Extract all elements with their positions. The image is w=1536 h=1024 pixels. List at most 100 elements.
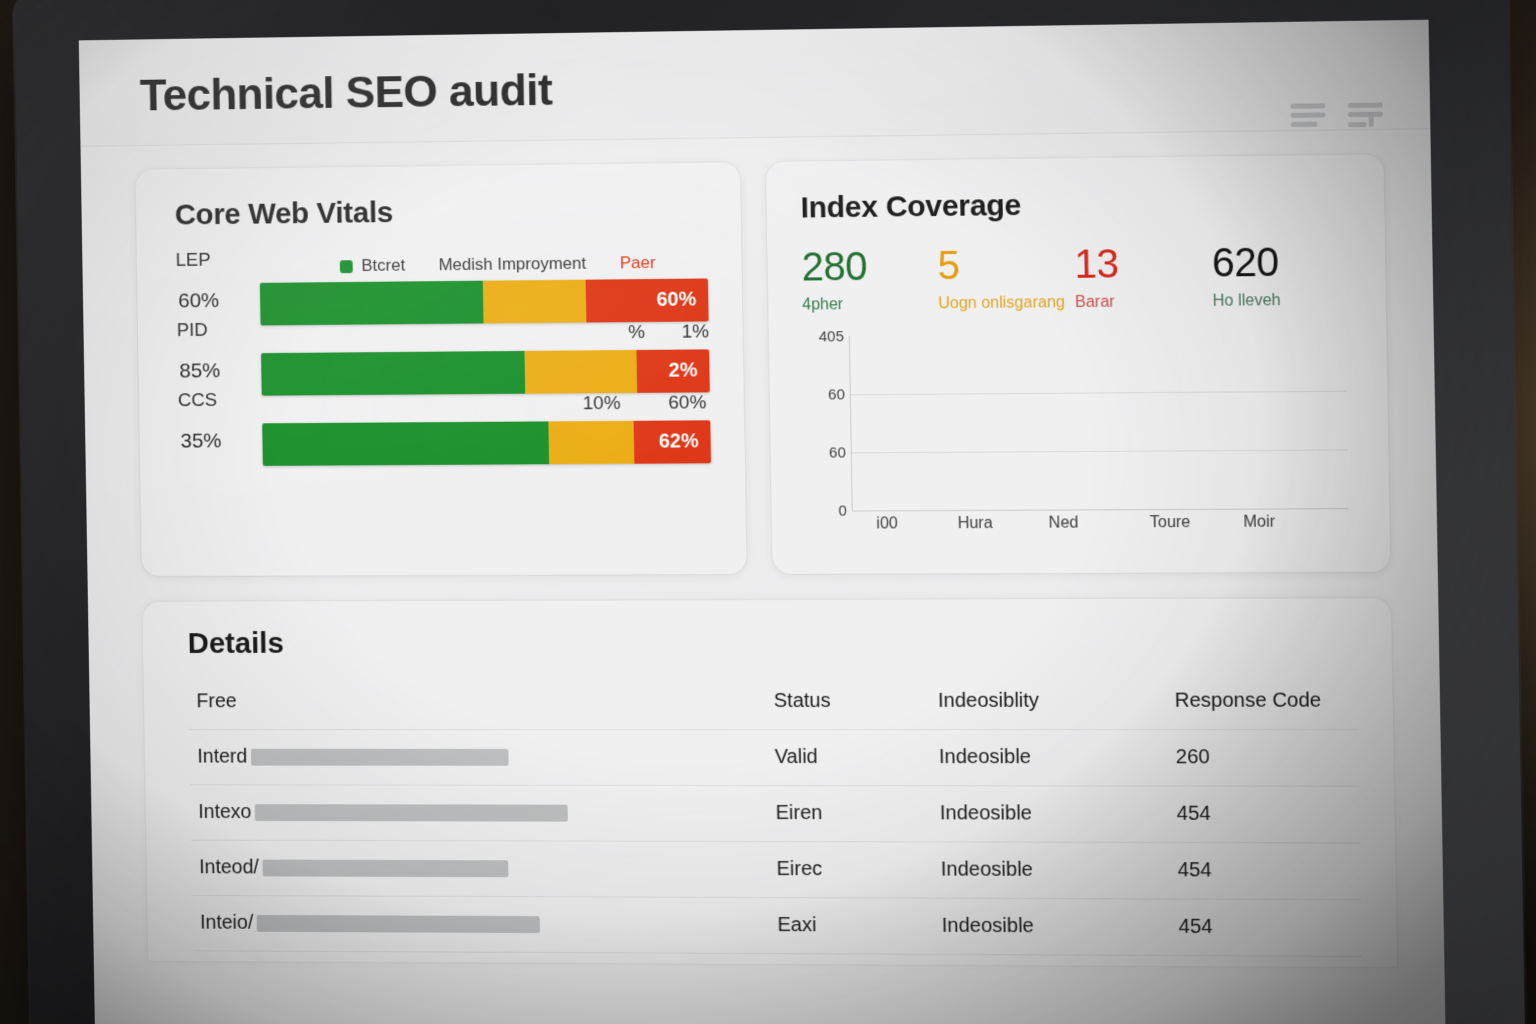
legend-label: Medish Improyment	[438, 253, 587, 275]
index-stat-value: 620	[1211, 240, 1279, 286]
index-stat[interactable]: 13 Barar	[1074, 242, 1213, 312]
cell-url: Inteio/	[191, 895, 770, 954]
cwv-bar-segment: 2%	[636, 349, 710, 393]
cwv-bar-segment	[262, 421, 549, 466]
cwv-bar-segment	[524, 349, 638, 394]
core-web-vitals-title: Core Web Vitals	[174, 196, 394, 232]
status-badge: Valid	[766, 729, 932, 786]
cell-url: Inteod/	[190, 840, 770, 898]
status-badge: Eiren	[767, 785, 933, 842]
column-header-status[interactable]: Status	[765, 673, 931, 730]
chart-x-tick-label: Hura	[957, 514, 993, 533]
table-header-row: Free Status Indeosiblity Response Code	[188, 673, 1359, 730]
cwv-legend: Btcret Medish Improyment Paer	[176, 253, 708, 278]
chart-x-tick-label: Ned	[1048, 514, 1079, 532]
column-header-url[interactable]: Free	[188, 673, 767, 730]
cell-url-text: Inteod/	[199, 856, 260, 879]
cwv-metric-name: PID	[176, 319, 208, 341]
cwv-stacked-bar[interactable]: 2%	[261, 349, 710, 396]
core-web-vitals-card: Core Web Vitals Btcret Medish Improyment P…	[135, 162, 747, 577]
cwv-bar-segment	[547, 420, 635, 465]
laptop-device: Technical SEO audit	[14, 0, 1526, 1024]
laptop-screen: Technical SEO audit	[78, 19, 1446, 1024]
legend-item-0: Btcret	[339, 255, 406, 276]
index-coverage-title: Index Coverage	[800, 188, 1022, 225]
status-badge: Eirec	[768, 841, 934, 899]
index-stat[interactable]: 5 Uogn onlisgarang	[937, 244, 1075, 314]
details-table-body: Interd Valid Indeosible 260 Intexo Eiren Indeo…	[189, 729, 1363, 957]
cwv-metric-name: CCS	[177, 390, 218, 412]
cwv-segment-label: 60%	[668, 392, 707, 414]
cwv-metric-name: LEP	[175, 249, 211, 271]
index-stat[interactable]: 280 4pher	[801, 244, 938, 314]
table-row[interactable]: Interd Valid Indeosible 260	[189, 729, 1360, 787]
cell-indexability: Indeosible	[931, 785, 1170, 843]
cell-url-text: Inteio/	[199, 911, 254, 934]
redaction-bar	[251, 749, 509, 767]
cwv-metric-row: CCS 35% 10% 60% 62%	[178, 390, 711, 466]
index-stat-label: Ho lleveh	[1212, 292, 1281, 310]
list-view-icon[interactable]	[1290, 102, 1326, 129]
redaction-bar	[257, 915, 541, 934]
legend-label: Btcret	[361, 255, 406, 275]
cwv-segment-label: %	[627, 321, 646, 344]
index-stat-label: 4pher	[802, 296, 844, 314]
cell-response-code: 454	[1168, 785, 1361, 843]
chart-y-tick-label: 405	[818, 327, 844, 345]
index-stat-value: 280	[801, 244, 868, 290]
chart-columns	[850, 332, 1349, 511]
cell-indexability: Indeosible	[933, 898, 1171, 956]
panel-layout-icon[interactable]	[1347, 102, 1383, 129]
cwv-segment-label: 1%	[681, 321, 710, 343]
legend-item-1: Medish Improyment	[438, 254, 586, 275]
redaction-bar	[255, 804, 569, 822]
index-stat-label: Uogn onlisgarang	[938, 294, 1065, 313]
cwv-segment-label: 10%	[582, 393, 621, 415]
app-content: Core Web Vitals Btcret Medish Improyment P…	[81, 129, 1445, 968]
cwv-bar-segment-label: 2%	[668, 359, 698, 382]
cell-url-text: Intexo	[198, 801, 252, 823]
index-coverage-chart: 405 60 60 0 i00 Hura Ned Toure Moir	[803, 326, 1356, 546]
cwv-bar-segment	[259, 280, 484, 326]
index-stat[interactable]: 620 Ho lleveh	[1211, 240, 1352, 311]
redaction-bar	[262, 859, 509, 878]
cwv-bar-segment: 60%	[586, 278, 709, 323]
seo-audit-app: Technical SEO audit	[78, 19, 1446, 1024]
chart-x-tick-label: Toure	[1149, 513, 1191, 532]
topbar-actions	[1290, 102, 1383, 130]
cell-url: Intexo	[190, 784, 769, 842]
cwv-metric-value: 85%	[179, 359, 221, 383]
chart-x-tick-label: Moir	[1243, 513, 1276, 531]
chart-y-tick-label: 60	[827, 385, 845, 403]
cwv-stacked-bar[interactable]: 60%	[259, 278, 709, 326]
top-cards-row: Core Web Vitals Btcret Medish Improyment P…	[135, 154, 1391, 577]
cwv-metric-value: 60%	[178, 289, 220, 313]
table-row[interactable]: Inteod/Eirec Indeosible 454	[190, 840, 1362, 900]
legend-label: Paer	[619, 253, 656, 273]
cwv-stacked-bar[interactable]: 62%	[262, 420, 711, 466]
cwv-bars: LEP 60% 60% PID 85%% 1% 2% CCS 35% 10% 60% 62%	[175, 250, 711, 466]
chart-y-tick-label: 60	[828, 443, 846, 462]
cell-url-text: Interd	[197, 745, 248, 768]
cwv-bar-segment: 62%	[633, 420, 711, 464]
table-row[interactable]: Inteio/Eaxi Indeosible 454	[191, 895, 1363, 957]
cell-url: Interd	[189, 729, 768, 786]
chart-x-axis-labels: i00 Hura Ned Toure Moir	[852, 513, 1349, 543]
column-header-indexability[interactable]: Indeosiblity	[929, 673, 1168, 730]
index-stat-label: Barar	[1074, 293, 1115, 312]
details-title: Details	[187, 627, 285, 660]
column-header-response-code[interactable]: Response Code	[1166, 673, 1359, 730]
legend-swatch-icon	[339, 259, 353, 273]
cell-indexability: Indeosible	[930, 729, 1169, 786]
details-table-head: Free Status Indeosiblity Response Code	[188, 673, 1359, 730]
index-stat-value: 13	[1074, 242, 1119, 287]
cwv-metric-row: LEP 60% 60%	[175, 250, 709, 326]
cwv-bar-segment	[261, 350, 526, 396]
page-title: Technical SEO audit	[139, 63, 553, 121]
cell-indexability: Indeosible	[932, 841, 1171, 899]
table-row[interactable]: Intexo Eiren Indeosible 454	[190, 784, 1361, 843]
index-coverage-stats: 280 4pher 5 Uogn onlisgarang 13 Barar 620 Ho ll…	[801, 240, 1352, 315]
chart-x-tick-label: i00	[876, 515, 898, 533]
cwv-bar-segment	[482, 279, 587, 324]
